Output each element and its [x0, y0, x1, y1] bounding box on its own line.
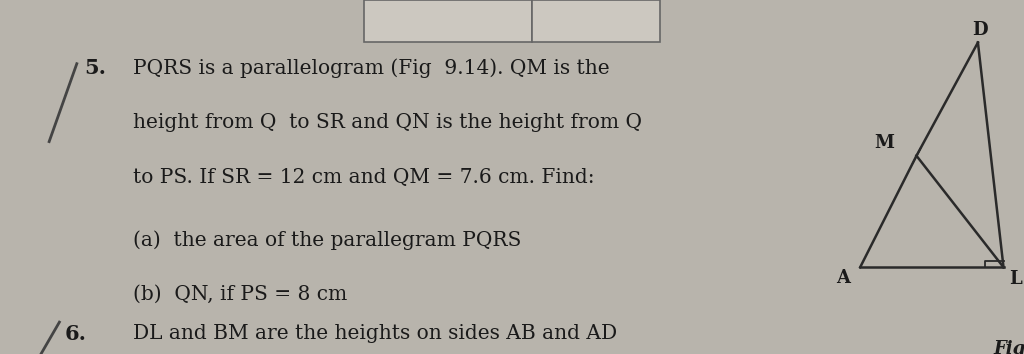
Text: to PS. If SR = 12 cm and QM = 7.6 cm. Find:: to PS. If SR = 12 cm and QM = 7.6 cm. Fi…	[133, 168, 595, 187]
Text: M: M	[873, 134, 894, 152]
Text: 5.: 5.	[84, 58, 105, 78]
Text: (a)  the area of the parallegram PQRS: (a) the area of the parallegram PQRS	[133, 230, 521, 250]
Text: D: D	[972, 21, 988, 39]
Text: L: L	[1009, 270, 1021, 288]
Text: DL and BM are the heights on sides AB and AD: DL and BM are the heights on sides AB an…	[133, 324, 617, 343]
Text: 6.: 6.	[65, 324, 86, 344]
Text: height from Q  to SR and QN is the height from Q: height from Q to SR and QN is the height…	[133, 113, 642, 132]
Text: (b)  QN, if PS = 8 cm: (b) QN, if PS = 8 cm	[133, 285, 347, 304]
Bar	[364, 0, 532, 42]
Text: PQRS is a parallelogram (Fig  9.14). QM is the: PQRS is a parallelogram (Fig 9.14). QM i…	[133, 58, 609, 78]
Bar	[532, 0, 660, 42]
Text: Fig: Fig	[993, 340, 1024, 354]
Text: A: A	[836, 269, 850, 287]
